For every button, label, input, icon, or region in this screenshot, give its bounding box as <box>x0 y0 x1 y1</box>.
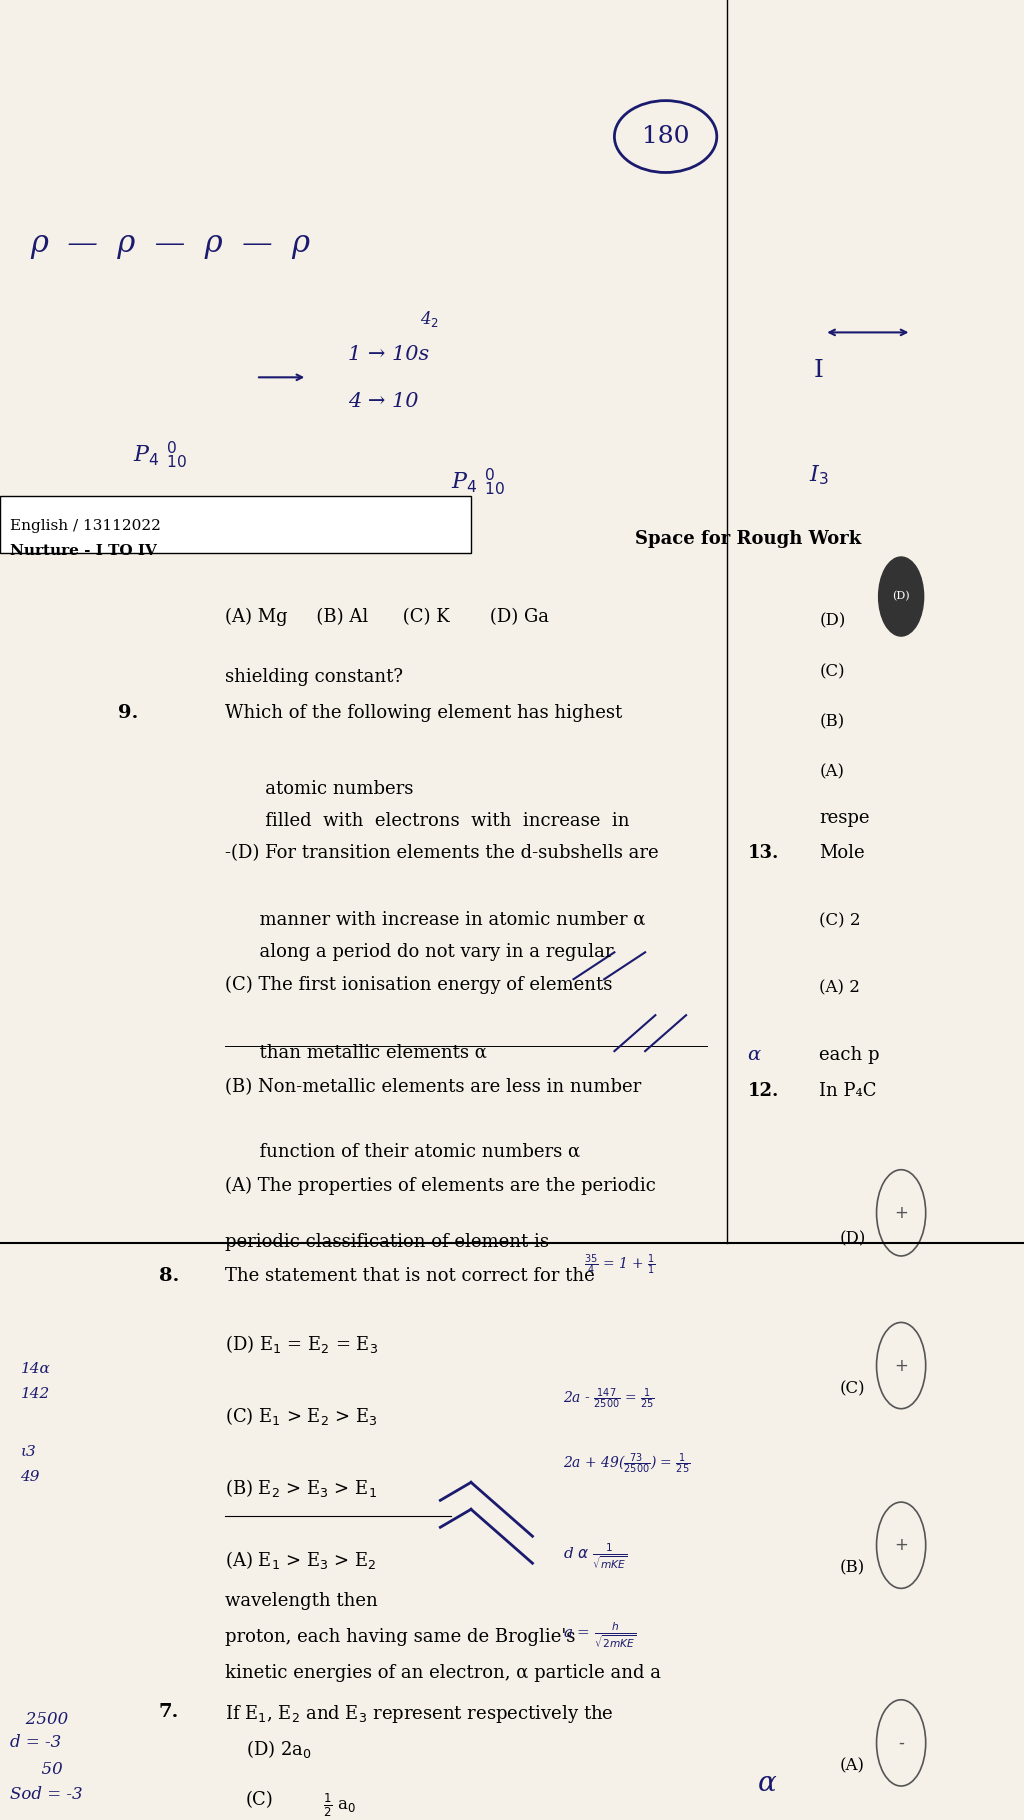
Text: 142: 142 <box>20 1387 50 1401</box>
Text: 12.: 12. <box>748 1081 779 1099</box>
Text: (A) E$_1$ > E$_3$ > E$_2$: (A) E$_1$ > E$_3$ > E$_2$ <box>225 1549 377 1571</box>
Text: P$_4$ $^0_{10}$: P$_4$ $^0_{10}$ <box>133 440 187 471</box>
Text: (D): (D) <box>840 1230 866 1249</box>
Text: +: + <box>894 1536 908 1554</box>
Text: each p: each p <box>819 1046 880 1063</box>
Text: shielding constant?: shielding constant? <box>225 668 403 686</box>
Text: (C): (C) <box>840 1380 865 1398</box>
Text: (A) Mg     (B) Al      (C) K       (D) Ga: (A) Mg (B) Al (C) K (D) Ga <box>225 608 549 626</box>
Text: In P₄C: In P₄C <box>819 1081 877 1099</box>
Text: proton, each having same de Broglie's: proton, each having same de Broglie's <box>225 1627 575 1645</box>
Text: The statement that is not correct for the: The statement that is not correct for th… <box>225 1267 595 1285</box>
Text: kinetic energies of an electron, α particle and a: kinetic energies of an electron, α parti… <box>225 1663 662 1682</box>
Text: along a period do not vary in a regular: along a period do not vary in a regular <box>225 943 613 961</box>
Text: filled  with  electrons  with  increase  in: filled with electrons with increase in <box>225 812 630 830</box>
Bar <box>0 495 471 553</box>
Text: 14α: 14α <box>20 1361 50 1376</box>
Text: If E$_1$, E$_2$ and E$_3$ represent respectively the: If E$_1$, E$_2$ and E$_3$ represent resp… <box>225 1704 614 1725</box>
Text: manner with increase in atomic number α: manner with increase in atomic number α <box>225 912 646 928</box>
Text: $\frac{35}{4}$ = 1 + $\frac{1}{1}$: $\frac{35}{4}$ = 1 + $\frac{1}{1}$ <box>584 1252 655 1276</box>
Text: 8.: 8. <box>159 1267 179 1285</box>
Text: 49: 49 <box>20 1471 40 1483</box>
Text: (A): (A) <box>840 1758 864 1774</box>
Text: α: α <box>748 1046 761 1063</box>
Text: 7.: 7. <box>159 1704 179 1722</box>
Text: (D) E$_1$ = E$_2$ = E$_3$: (D) E$_1$ = E$_2$ = E$_3$ <box>225 1334 379 1356</box>
Text: (B): (B) <box>840 1560 865 1576</box>
Text: -(D) For transition elements the d-subshells are: -(D) For transition elements the d-subsh… <box>225 844 658 863</box>
Text: (D): (D) <box>892 592 910 602</box>
Text: (C): (C) <box>246 1791 273 1809</box>
Text: 180: 180 <box>642 126 689 147</box>
Text: 1 → 10s: 1 → 10s <box>348 346 429 364</box>
Text: (D): (D) <box>819 613 846 630</box>
Text: Mole: Mole <box>819 844 865 863</box>
Text: Space for Rough Work: Space for Rough Work <box>635 530 861 548</box>
Text: 2500: 2500 <box>10 1711 69 1727</box>
Text: 50: 50 <box>10 1762 63 1778</box>
Text: respe: respe <box>819 808 869 826</box>
Text: (D) 2a$_0$: (D) 2a$_0$ <box>246 1738 311 1760</box>
Text: $\frac{1}{2}$ a$_0$: $\frac{1}{2}$ a$_0$ <box>323 1791 356 1818</box>
Text: (A) 2: (A) 2 <box>819 979 860 996</box>
Text: (A) The properties of elements are the periodic: (A) The properties of elements are the p… <box>225 1178 656 1196</box>
Circle shape <box>879 557 924 635</box>
Text: (C): (C) <box>819 662 845 681</box>
Text: wavelength then: wavelength then <box>225 1592 378 1611</box>
Text: English / 13112022: English / 13112022 <box>10 519 161 533</box>
Text: Which of the following element has highest: Which of the following element has highe… <box>225 704 623 723</box>
Text: d $\alpha$ $\frac{1}{\sqrt{mKE}}$: d $\alpha$ $\frac{1}{\sqrt{mKE}}$ <box>563 1542 628 1571</box>
Text: (C) E$_1$ > E$_2$ > E$_3$: (C) E$_1$ > E$_2$ > E$_3$ <box>225 1405 378 1427</box>
Text: atomic numbers: atomic numbers <box>225 779 414 797</box>
Text: α: α <box>758 1769 776 1796</box>
Text: than metallic elements α: than metallic elements α <box>225 1045 487 1061</box>
Text: d = -3: d = -3 <box>10 1734 61 1751</box>
Text: I: I <box>814 359 824 382</box>
Text: function of their atomic numbers α: function of their atomic numbers α <box>225 1143 581 1161</box>
Text: -: - <box>898 1734 904 1753</box>
Text: 13.: 13. <box>748 844 779 863</box>
Text: 4$_2$: 4$_2$ <box>420 309 439 329</box>
Text: (B) E$_2$ > E$_3$ > E$_1$: (B) E$_2$ > E$_3$ > E$_1$ <box>225 1478 377 1500</box>
Text: ρ  —  ρ  —  ρ  —  ρ: ρ — ρ — ρ — ρ <box>31 228 310 258</box>
Text: (B): (B) <box>819 713 845 730</box>
Text: (B) Non-metallic elements are less in number: (B) Non-metallic elements are less in nu… <box>225 1077 641 1096</box>
Text: 2a + 49($\frac{73}{2500}$) = $\frac{1}{25}$: 2a + 49($\frac{73}{2500}$) = $\frac{1}{2… <box>563 1452 690 1476</box>
Text: 9.: 9. <box>118 704 138 723</box>
Text: (A): (A) <box>819 764 844 781</box>
Text: P$_4$ $^0_{10}$: P$_4$ $^0_{10}$ <box>451 468 505 499</box>
Text: a = $\frac{h}{\sqrt{2mKE}}$: a = $\frac{h}{\sqrt{2mKE}}$ <box>563 1620 637 1649</box>
Text: ι3: ι3 <box>20 1445 36 1458</box>
Text: +: + <box>894 1203 908 1221</box>
Text: (C) 2: (C) 2 <box>819 914 861 930</box>
Text: 2a - $\frac{147}{2500}$ = $\frac{1}{25}$: 2a - $\frac{147}{2500}$ = $\frac{1}{25}$ <box>563 1387 655 1412</box>
Text: (C) The first ionisation energy of elements: (C) The first ionisation energy of eleme… <box>225 976 612 994</box>
Text: Nurture - I TO IV: Nurture - I TO IV <box>10 544 157 559</box>
Text: 4 → 10: 4 → 10 <box>348 391 419 411</box>
Text: I$_3$: I$_3$ <box>809 464 828 488</box>
Text: Sod = -3: Sod = -3 <box>10 1785 83 1804</box>
Text: +: + <box>894 1356 908 1374</box>
Text: periodic classification of element is: periodic classification of element is <box>225 1232 549 1250</box>
